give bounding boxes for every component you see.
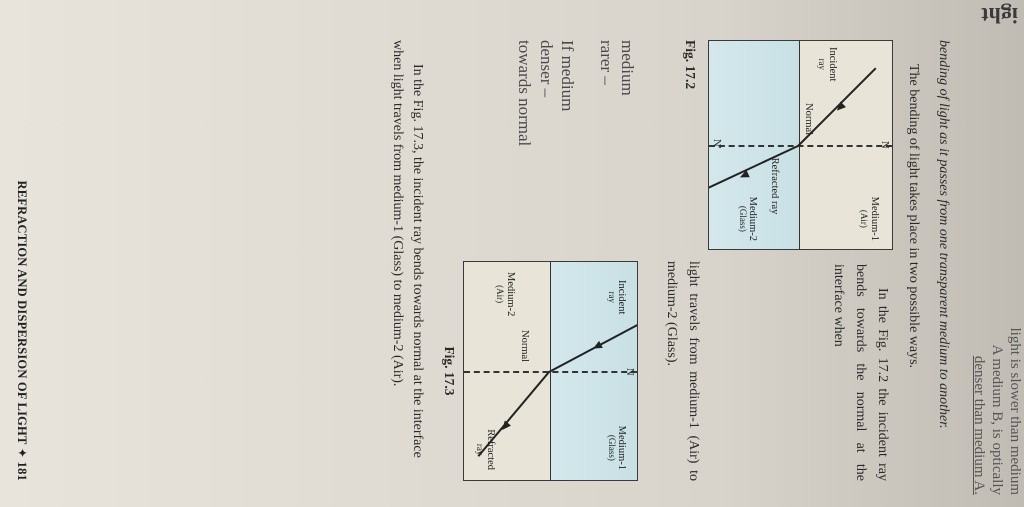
fig2-label-refracted: Refractedray <box>474 429 495 470</box>
fig1-description-cont: light travels from medium-1 (Air) to med… <box>660 261 703 481</box>
fig1-label-refracted: Refracted ray <box>769 151 781 221</box>
fig2-label-medium1: Medium-1(Glass) <box>606 426 627 470</box>
fig2-label-medium2: Medium-2(Air) <box>494 272 515 316</box>
paragraph-definition: bending of light as it passes from one t… <box>933 40 952 481</box>
scribble-line: If medium <box>557 40 578 180</box>
figure-17-2: N N' Medium-1(Air) Medium-2(Glass) Incid… <box>708 40 893 250</box>
page-edge-word: ight <box>975 0 1024 30</box>
paragraph-intro: The bending of light takes place in two … <box>903 40 923 481</box>
page-footer: REFRACTION AND DISPERSION OF LIGHT ✦ 181 <box>14 40 30 481</box>
fig1-label-normal: Normal <box>802 103 814 135</box>
footer-page-number: 181 <box>15 462 29 481</box>
fig2-caption: Fig. 17.3 <box>441 346 457 395</box>
fig1-label-Nprime: N' <box>711 139 723 148</box>
fig1-caption: Fig. 17.2 <box>682 40 698 89</box>
scribble-line: medium <box>617 40 638 180</box>
figure-row-1: N N' Medium-1(Air) Medium-2(Glass) Incid… <box>708 40 893 481</box>
scribble-line: denser – <box>535 40 556 180</box>
fig1-label-incident: Incidentray <box>816 47 837 81</box>
scribble-line: A medium B, is optically <box>988 328 1006 495</box>
fig2-description: In the Fig. 17.3, the incident ray bends… <box>387 40 428 481</box>
figure-17-3: N Medium-1(Glass) Medium-2(Air) Incident… <box>463 261 638 481</box>
fig2-label-normal: Normal <box>518 330 530 362</box>
figure-row-2: medium rarer – If medium denser – toward… <box>441 40 638 481</box>
fig2-label-N: N <box>624 368 636 376</box>
handwritten-note-mid: medium rarer – If medium denser – toward… <box>514 40 638 180</box>
scribble-line: rarer – <box>596 40 617 180</box>
scribble-line: towards normal <box>514 40 535 180</box>
footer-separator-icon: ✦ <box>15 448 29 459</box>
scribble-line: light is slower than medium <box>1006 328 1024 495</box>
fig2-label-incident: Incidentray <box>606 280 627 314</box>
footer-chapter: REFRACTION AND DISPERSION OF LIGHT <box>15 181 29 445</box>
handwritten-note-top: light is slower than medium A medium B, … <box>970 328 1024 495</box>
fig1-normal-line <box>709 145 892 147</box>
fig1-description: In the Fig. 17.2 the incident ray bends … <box>828 264 893 481</box>
scribble-line: denser than medium A. <box>970 328 988 495</box>
fig1-label-medium1: Medium-1(Air) <box>858 197 879 241</box>
fig1-label-N: N <box>878 141 890 149</box>
fig1-label-medium2: Medium-2(Glass) <box>737 197 758 241</box>
